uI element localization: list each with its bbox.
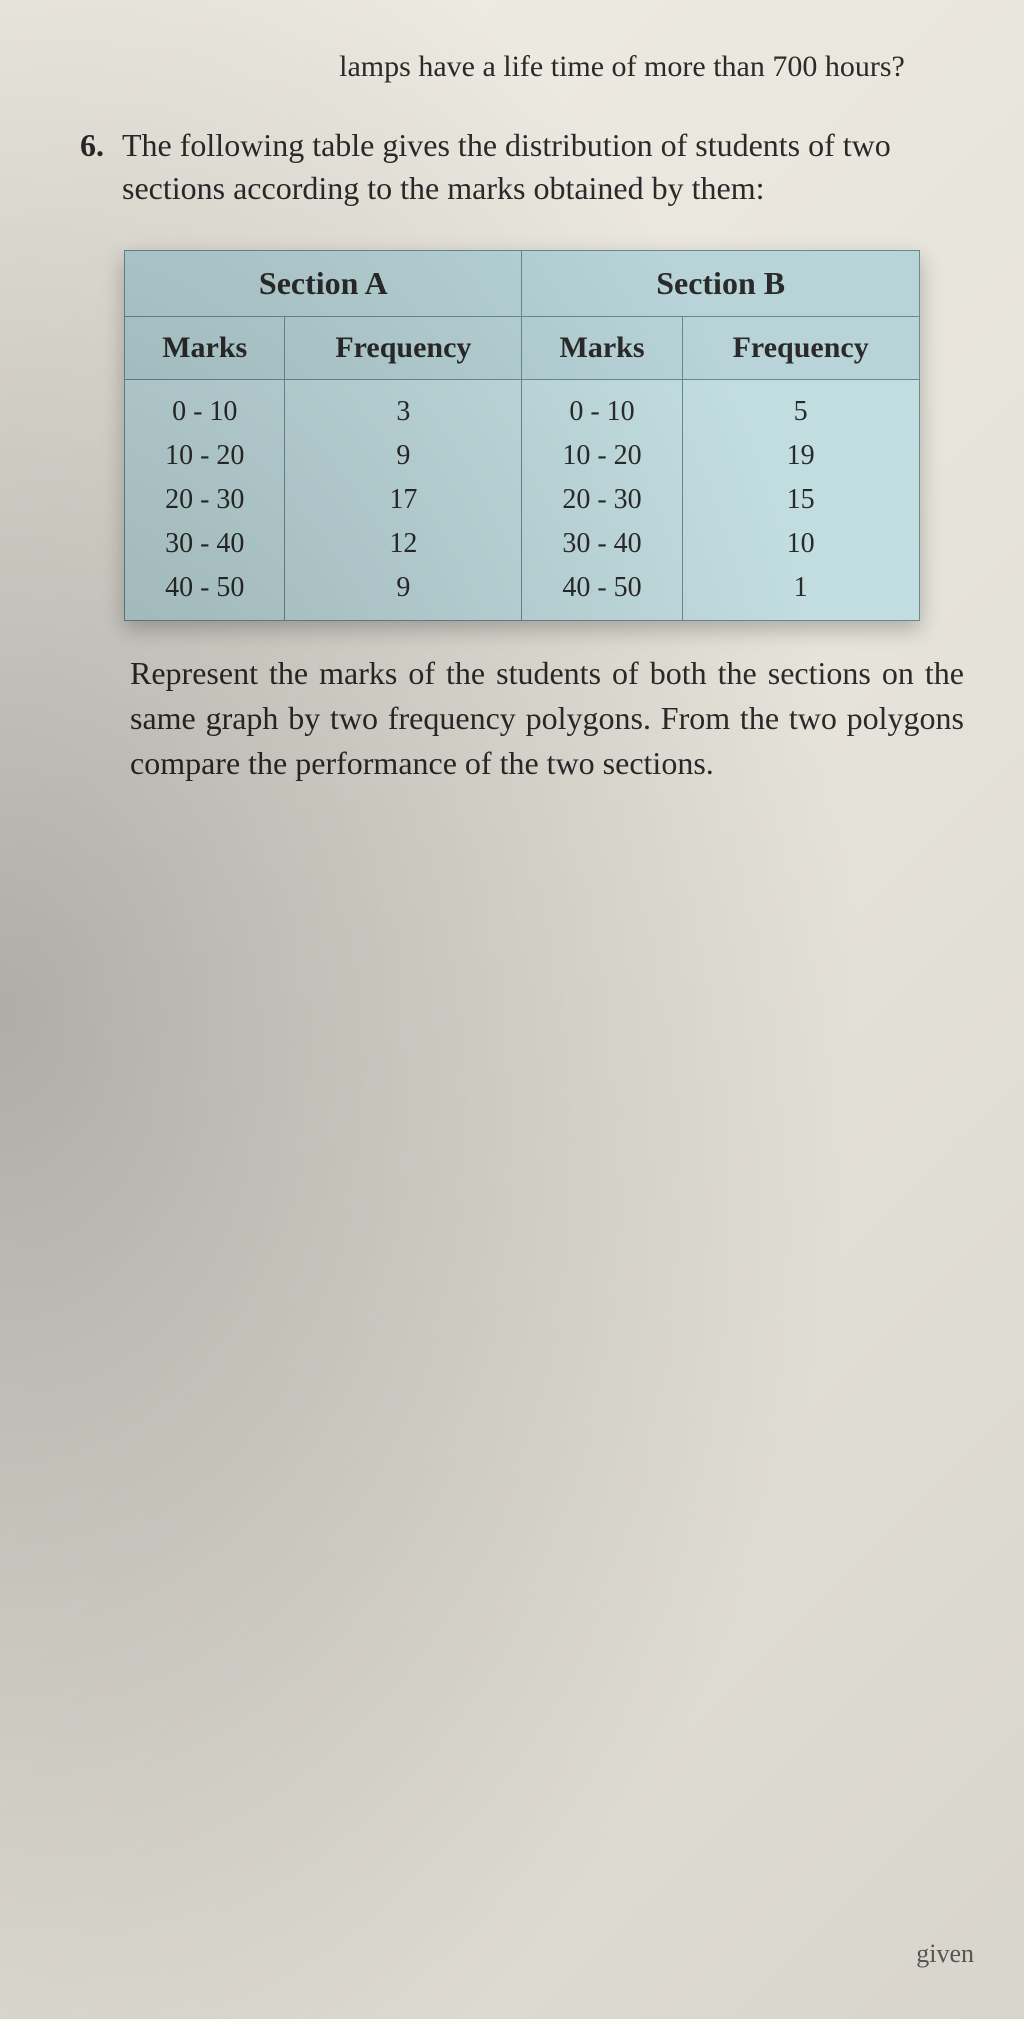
section-b-header: Section B bbox=[522, 251, 919, 317]
table-row: 40 - 50 9 40 - 50 1 bbox=[125, 566, 920, 621]
table-row: 30 - 40 12 30 - 40 10 bbox=[125, 522, 920, 566]
cell-marks-a: 30 - 40 bbox=[125, 522, 285, 566]
cell-marks-b: 30 - 40 bbox=[522, 522, 682, 566]
cell-marks-a: 40 - 50 bbox=[125, 566, 285, 621]
table-row: 0 - 10 3 0 - 10 5 bbox=[125, 380, 920, 435]
instruction-text: Represent the marks of the students of b… bbox=[130, 651, 964, 785]
cell-marks-a: 0 - 10 bbox=[125, 380, 285, 435]
cell-freq-b: 19 bbox=[682, 434, 919, 478]
col-marks-a: Marks bbox=[125, 317, 285, 380]
cell-freq-b: 1 bbox=[682, 566, 919, 621]
cell-marks-a: 20 - 30 bbox=[125, 478, 285, 522]
question-number: 6. bbox=[80, 124, 104, 210]
cell-freq-a: 12 bbox=[285, 522, 522, 566]
question-text: The following table gives the distributi… bbox=[122, 124, 964, 210]
cell-freq-a: 9 bbox=[285, 566, 522, 621]
page-footer-fragment: given bbox=[916, 1939, 974, 1969]
cell-marks-b: 40 - 50 bbox=[522, 566, 682, 621]
section-a-header: Section A bbox=[125, 251, 522, 317]
table-row: 10 - 20 9 10 - 20 19 bbox=[125, 434, 920, 478]
data-table-wrapper: Section A Section B Marks Frequency Mark… bbox=[124, 250, 920, 621]
previous-question-fragment: lamps have a life time of more than 700 … bbox=[280, 50, 964, 84]
cell-freq-a: 3 bbox=[285, 380, 522, 435]
cell-marks-a: 10 - 20 bbox=[125, 434, 285, 478]
col-marks-b: Marks bbox=[522, 317, 682, 380]
cell-marks-b: 20 - 30 bbox=[522, 478, 682, 522]
page: lamps have a life time of more than 700 … bbox=[0, 0, 1024, 2019]
cell-freq-a: 17 bbox=[285, 478, 522, 522]
col-freq-a: Frequency bbox=[285, 317, 522, 380]
table-section-header-row: Section A Section B bbox=[125, 251, 920, 317]
cell-freq-a: 9 bbox=[285, 434, 522, 478]
cell-freq-b: 10 bbox=[682, 522, 919, 566]
question-block: 6. The following table gives the distrib… bbox=[80, 124, 964, 210]
cell-freq-b: 5 bbox=[682, 380, 919, 435]
col-freq-b: Frequency bbox=[682, 317, 919, 380]
cell-marks-b: 10 - 20 bbox=[522, 434, 682, 478]
cell-freq-b: 15 bbox=[682, 478, 919, 522]
table-column-header-row: Marks Frequency Marks Frequency bbox=[125, 317, 920, 380]
table-row: 20 - 30 17 20 - 30 15 bbox=[125, 478, 920, 522]
cell-marks-b: 0 - 10 bbox=[522, 380, 682, 435]
marks-frequency-table: Section A Section B Marks Frequency Mark… bbox=[124, 250, 920, 621]
